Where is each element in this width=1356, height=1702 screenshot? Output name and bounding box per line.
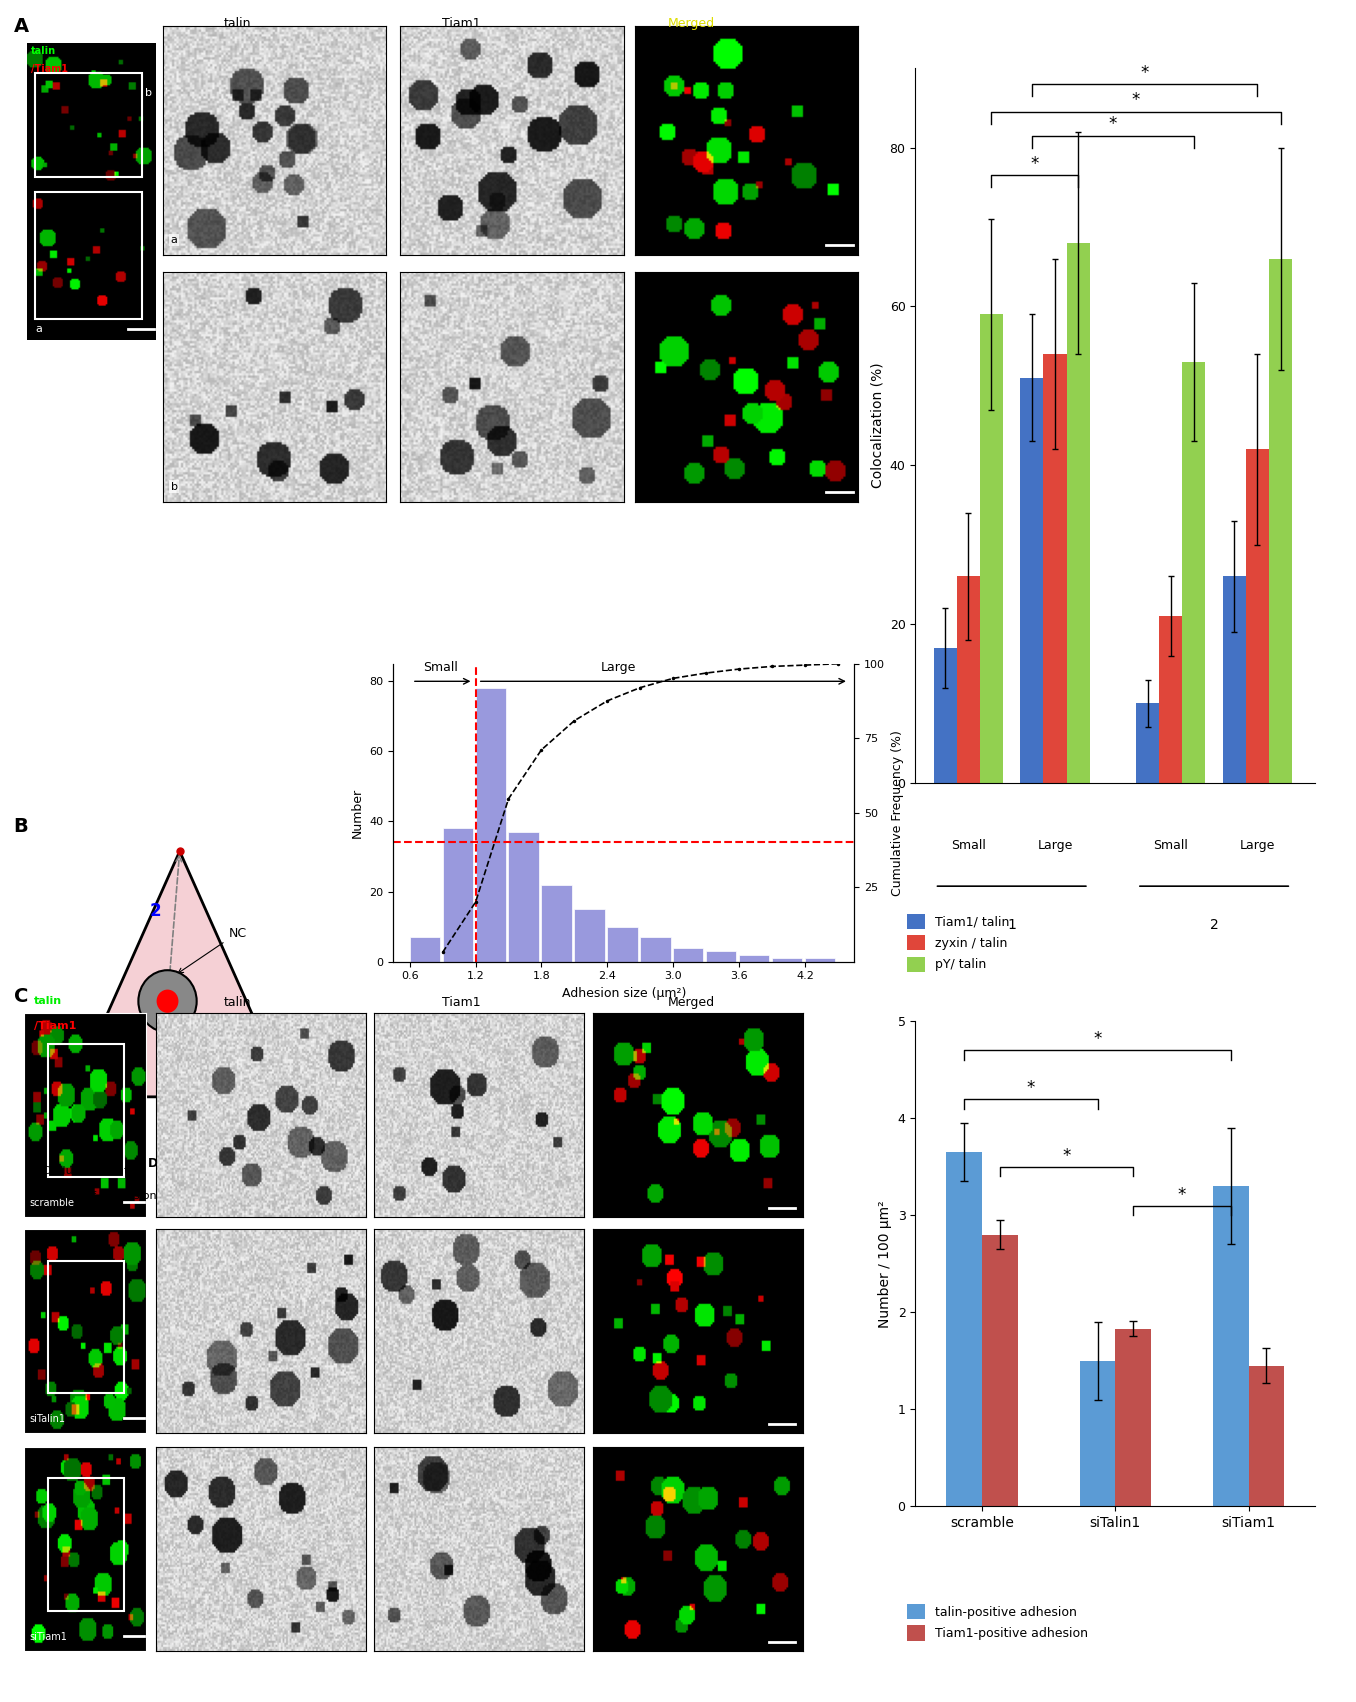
Text: b: b	[145, 89, 152, 99]
Bar	[739, 955, 769, 962]
Text: Merged: Merged	[669, 996, 715, 1009]
Text: talin: talin	[34, 996, 62, 1006]
Bar	[476, 688, 506, 962]
Text: siTalin1: siTalin1	[30, 1414, 65, 1425]
Text: Large: Large	[1037, 839, 1073, 851]
Bar	[47, 1045, 125, 1178]
Y-axis label: Cumulative Frequency (%): Cumulative Frequency (%)	[891, 730, 903, 895]
Bar	[1246, 449, 1269, 783]
Bar	[1269, 259, 1292, 783]
Text: *: *	[1109, 116, 1117, 133]
Circle shape	[138, 970, 197, 1031]
Bar	[934, 648, 957, 783]
Bar	[982, 1234, 1017, 1506]
Text: a: a	[35, 323, 42, 334]
Text: Small: Small	[423, 662, 458, 674]
Bar	[1182, 363, 1205, 783]
Text: *: *	[1062, 1147, 1071, 1164]
Bar	[1020, 378, 1044, 783]
Bar	[1159, 616, 1182, 783]
Y-axis label: Colocalization (%): Colocalization (%)	[871, 363, 884, 488]
Text: a: a	[171, 235, 178, 245]
Text: A: A	[14, 17, 28, 36]
Bar	[805, 958, 835, 962]
Bar	[1044, 354, 1067, 783]
Circle shape	[156, 989, 179, 1013]
Bar	[946, 1152, 982, 1506]
Text: B: B	[14, 817, 28, 836]
Legend: talin-positive adhesion, Tiam1-positive adhesion: talin-positive adhesion, Tiam1-positive …	[902, 1598, 1093, 1646]
Bar	[508, 832, 538, 962]
Text: 1: 1	[186, 1031, 198, 1048]
Bar	[772, 958, 803, 962]
Text: talin: talin	[224, 996, 251, 1009]
Text: talin: talin	[31, 46, 56, 56]
Text: *: *	[1140, 63, 1149, 82]
Text: Direction: Direction	[148, 1157, 212, 1169]
Text: Large: Large	[601, 662, 636, 674]
Text: 2: 2	[1210, 917, 1219, 933]
Bar	[640, 938, 670, 962]
Bar	[575, 909, 605, 962]
Text: *: *	[1031, 155, 1039, 174]
Text: Tiam1: Tiam1	[442, 17, 480, 31]
Text: *: *	[1026, 1079, 1035, 1096]
Bar	[957, 577, 980, 783]
Y-axis label: Number / 100 μm²: Number / 100 μm²	[879, 1200, 892, 1328]
Text: EP: EP	[264, 1023, 289, 1093]
Bar	[410, 938, 439, 962]
Bar	[35, 192, 142, 318]
Text: NC: NC	[178, 926, 247, 974]
Bar	[1214, 1186, 1249, 1506]
Text: scramble: scramble	[30, 1198, 75, 1208]
Text: Large: Large	[1239, 839, 1275, 851]
Bar	[673, 948, 704, 962]
Text: b: b	[171, 482, 178, 492]
Text: *: *	[1132, 92, 1140, 109]
Legend: Tiam1/ talin, zyxin / talin, pY/ talin: Tiam1/ talin, zyxin / talin, pY/ talin	[902, 909, 1014, 977]
Bar	[1136, 703, 1159, 783]
Bar	[541, 885, 572, 962]
Polygon shape	[71, 851, 289, 1096]
Bar	[35, 73, 142, 177]
Bar	[1079, 1362, 1116, 1506]
Text: C: C	[14, 987, 28, 1006]
Text: /Tiam1: /Tiam1	[31, 65, 68, 75]
Bar	[607, 926, 637, 962]
Text: EP: Ends of protrusion: EP: Ends of protrusion	[34, 1191, 156, 1202]
Text: 2: 2	[149, 902, 161, 919]
Text: Small: Small	[1154, 839, 1188, 851]
Bar	[1115, 1329, 1151, 1506]
Bar	[442, 829, 473, 962]
Text: /Tiam1: /Tiam1	[34, 1021, 76, 1031]
Bar	[47, 1479, 125, 1612]
Text: siTiam1: siTiam1	[30, 1632, 68, 1642]
Bar	[980, 315, 1003, 783]
X-axis label: Adhesion size (μm²): Adhesion size (μm²)	[561, 987, 686, 999]
Text: Small: Small	[951, 839, 986, 851]
Bar	[706, 951, 736, 962]
Y-axis label: Number: Number	[351, 788, 363, 837]
Text: NC: Nuclear center: NC: Nuclear center	[34, 1166, 140, 1176]
Text: *: *	[1178, 1186, 1186, 1203]
Text: Merged: Merged	[669, 17, 715, 31]
Bar	[1223, 577, 1246, 783]
Text: *: *	[1093, 1030, 1101, 1048]
Text: Tiam1: Tiam1	[442, 996, 480, 1009]
Text: 1: 1	[1008, 917, 1016, 933]
Bar	[1249, 1365, 1284, 1506]
Text: talin: talin	[224, 17, 251, 31]
Bar	[1067, 243, 1090, 783]
Bar	[47, 1261, 125, 1394]
